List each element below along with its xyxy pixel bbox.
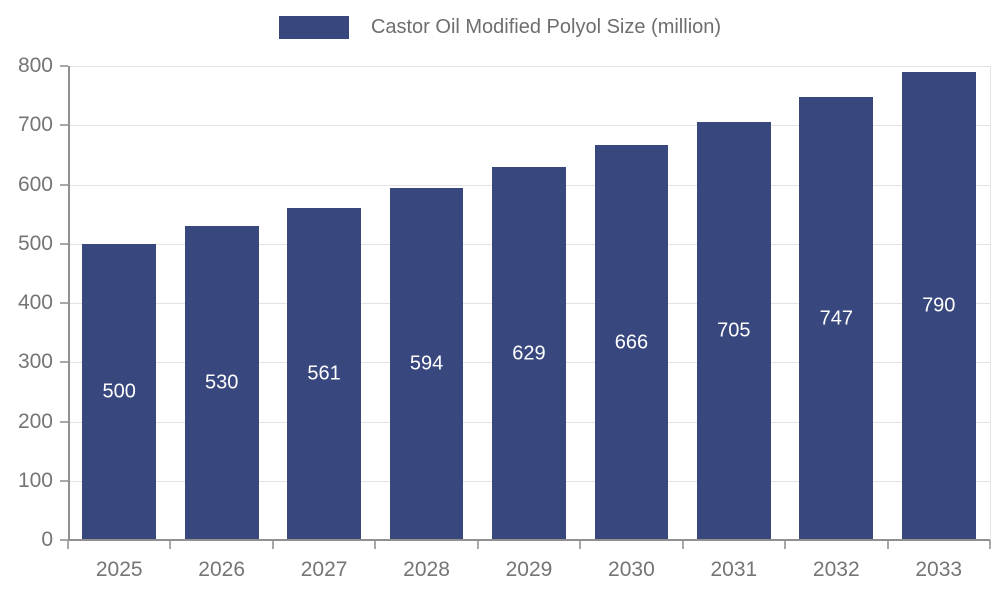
bar-2032: 747 [799, 97, 874, 540]
x-axis-tick-mark [886, 540, 889, 549]
bar-value-label: 705 [717, 319, 751, 342]
legend-swatch-icon [278, 16, 349, 39]
y-axis-tick-mark [60, 183, 68, 186]
x-axis-tick-label: 2033 [915, 558, 963, 581]
bar-2028: 594 [389, 188, 464, 540]
y-axis-tick-label: 0 [41, 528, 53, 551]
bar-slot: 747 [785, 66, 887, 540]
y-axis-tick-label: 800 [17, 54, 53, 77]
x-axis-tick-mark [169, 540, 172, 549]
bar-slot: 666 [580, 66, 682, 540]
x-axis-spine [68, 539, 990, 541]
bar-value-label: 629 [512, 342, 546, 365]
bar-value-label: 530 [204, 371, 239, 394]
x-axis-tick-label: 2030 [608, 558, 655, 581]
chart-legend[interactable]: Castor Oil Modified Polyol Size (million… [0, 16, 1000, 39]
y-axis-tick-mark [60, 124, 68, 127]
x-axis-tick-mark [374, 540, 377, 549]
bar-slot: 705 [683, 66, 785, 540]
bar-slot: 500 [68, 66, 170, 540]
y-axis-spine [68, 66, 70, 540]
y-axis-tick-mark [60, 302, 68, 304]
x-axis-tick-label: 2031 [710, 558, 758, 581]
gridline [68, 125, 990, 127]
bar-2026: 530 [184, 225, 259, 540]
bar-2027: 561 [287, 207, 361, 540]
bar-value-label: 666 [614, 331, 649, 354]
bar-value-label: 747 [819, 307, 853, 330]
bar-2025: 500 [82, 243, 157, 540]
y-axis-tick-label: 100 [17, 468, 53, 492]
bar-2029: 629 [492, 167, 566, 540]
bar-value-label: 790 [922, 294, 956, 317]
x-axis-tick-label: 2025 [95, 558, 143, 581]
x-axis-labels: 2025 2026 2027 2028 2029 2030 2031 2032 2033 [68, 558, 990, 582]
y-axis-tick-mark [60, 65, 68, 67]
y-axis-tick-label: 300 [17, 350, 53, 374]
bar-2030: 666 [594, 145, 669, 540]
x-axis-tick-mark [989, 540, 991, 549]
y-axis-tick-label: 200 [17, 409, 53, 433]
bar-slot: 594 [375, 66, 477, 540]
x-axis-tick-label: 2029 [505, 558, 553, 581]
x-axis-tick-mark [681, 540, 684, 549]
x-axis-tick-label: 2032 [812, 558, 860, 581]
y-axis-tick-mark [60, 479, 68, 482]
x-axis-tick-mark [271, 540, 274, 549]
bar-slot: 530 [170, 66, 272, 540]
y-axis-tick-mark [60, 420, 68, 423]
y-axis-tick-label: 700 [17, 113, 53, 137]
bar-value-label: 500 [102, 380, 136, 403]
x-axis-tick-label: 2028 [403, 558, 450, 581]
x-axis-ticks [67, 540, 991, 550]
bar-2031: 705 [696, 122, 771, 540]
x-axis-tick-label: 2026 [198, 558, 246, 581]
y-axis-tick-mark [60, 361, 68, 364]
y-axis-tick-mark [60, 539, 68, 541]
y-axis-tick-label: 500 [17, 231, 53, 255]
x-axis-tick-mark [67, 540, 69, 549]
x-axis-tick-mark [579, 540, 582, 549]
bar-slot: 629 [478, 66, 580, 540]
bar-slot: 561 [273, 66, 375, 540]
y-axis-tick-label: 600 [17, 172, 53, 196]
plot-area: 500 530 561 594 629 666 705 747 790 [68, 66, 991, 541]
x-axis-tick-mark [476, 540, 479, 549]
y-axis: 0 100 200 300 400 500 600 700 800 [0, 54, 68, 551]
x-axis-tick-label: 2027 [300, 558, 348, 581]
bar-slot: 790 [888, 66, 990, 540]
y-axis-tick-label: 400 [17, 291, 53, 314]
y-axis-tick-mark [60, 242, 68, 245]
legend-label: Castor Oil Modified Polyol Size (million… [370, 16, 722, 38]
x-axis-tick-mark [784, 540, 787, 549]
bar-2033: 790 [901, 71, 976, 540]
bar-value-label: 594 [409, 352, 444, 375]
bar-value-label: 561 [307, 362, 341, 385]
gridline [68, 66, 990, 67]
